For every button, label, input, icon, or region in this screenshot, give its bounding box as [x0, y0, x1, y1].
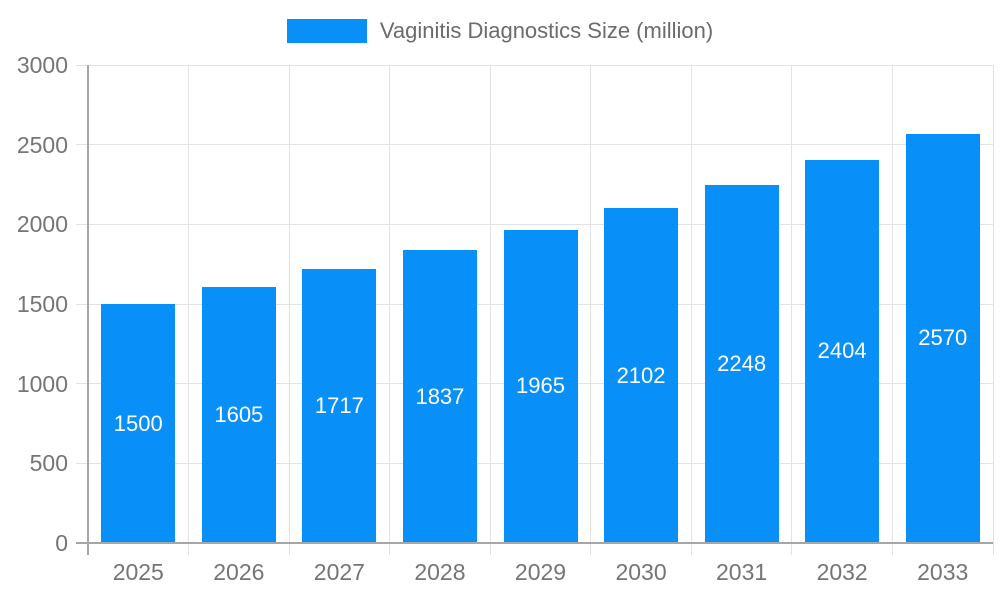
x-tick-label: 2033 — [917, 559, 969, 585]
gridline-v — [389, 65, 391, 555]
bar-value-label: 1500 — [113, 410, 163, 436]
bar-value-label: 1605 — [214, 402, 264, 428]
y-tick-label: 1500 — [16, 291, 68, 317]
gridline-v — [690, 65, 692, 555]
y-tick-label: 0 — [55, 530, 68, 556]
bar — [503, 229, 578, 543]
x-tick-label: 2027 — [313, 559, 365, 585]
x-tick-label: 2031 — [716, 559, 768, 585]
bar-value-label: 1965 — [516, 373, 565, 399]
x-tick-label: 2026 — [213, 559, 265, 585]
x-tick-label: 2029 — [514, 559, 567, 585]
bar — [402, 250, 477, 543]
legend-swatch — [286, 19, 367, 43]
gridline-v — [188, 65, 190, 555]
bar-value-label: 2404 — [817, 338, 867, 364]
gridline-v — [489, 65, 491, 555]
bar-value-label: 1717 — [314, 393, 364, 419]
bar — [604, 208, 679, 543]
y-tick-label: 3000 — [16, 52, 68, 78]
y-tick-label: 2500 — [16, 131, 68, 158]
gridline-v — [590, 65, 592, 555]
bar — [201, 287, 276, 543]
gridline-h — [76, 223, 993, 225]
bar — [101, 304, 176, 543]
y-tick-label: 1000 — [16, 370, 68, 397]
gridline-h — [76, 144, 993, 146]
bar — [905, 133, 980, 543]
bar-value-label: 2248 — [717, 350, 767, 376]
x-tick-label: 2028 — [414, 559, 466, 585]
bar-value-label: 2102 — [616, 362, 666, 388]
legend: Vaginitis Diagnostics Size (million) — [0, 18, 1000, 44]
gridline-v — [992, 65, 994, 555]
bar-value-label: 2570 — [918, 325, 968, 351]
x-tick-label: 2032 — [816, 559, 868, 585]
x-tick-label: 2030 — [615, 559, 667, 585]
bar — [302, 269, 377, 543]
y-tick-label: 500 — [29, 450, 68, 477]
gridline-v — [791, 65, 793, 555]
gridline-v — [288, 65, 290, 555]
bar — [704, 184, 779, 543]
gridline-h — [76, 64, 993, 66]
legend-label: Vaginitis Diagnostics Size (million) — [379, 18, 714, 43]
bar — [805, 159, 880, 543]
x-axis-line — [76, 542, 993, 544]
gridline-v — [891, 65, 893, 555]
bar-value-label: 1837 — [415, 383, 465, 409]
y-axis-line — [87, 65, 89, 555]
y-tick-label: 2000 — [16, 211, 68, 238]
x-tick-label: 2025 — [112, 559, 164, 585]
